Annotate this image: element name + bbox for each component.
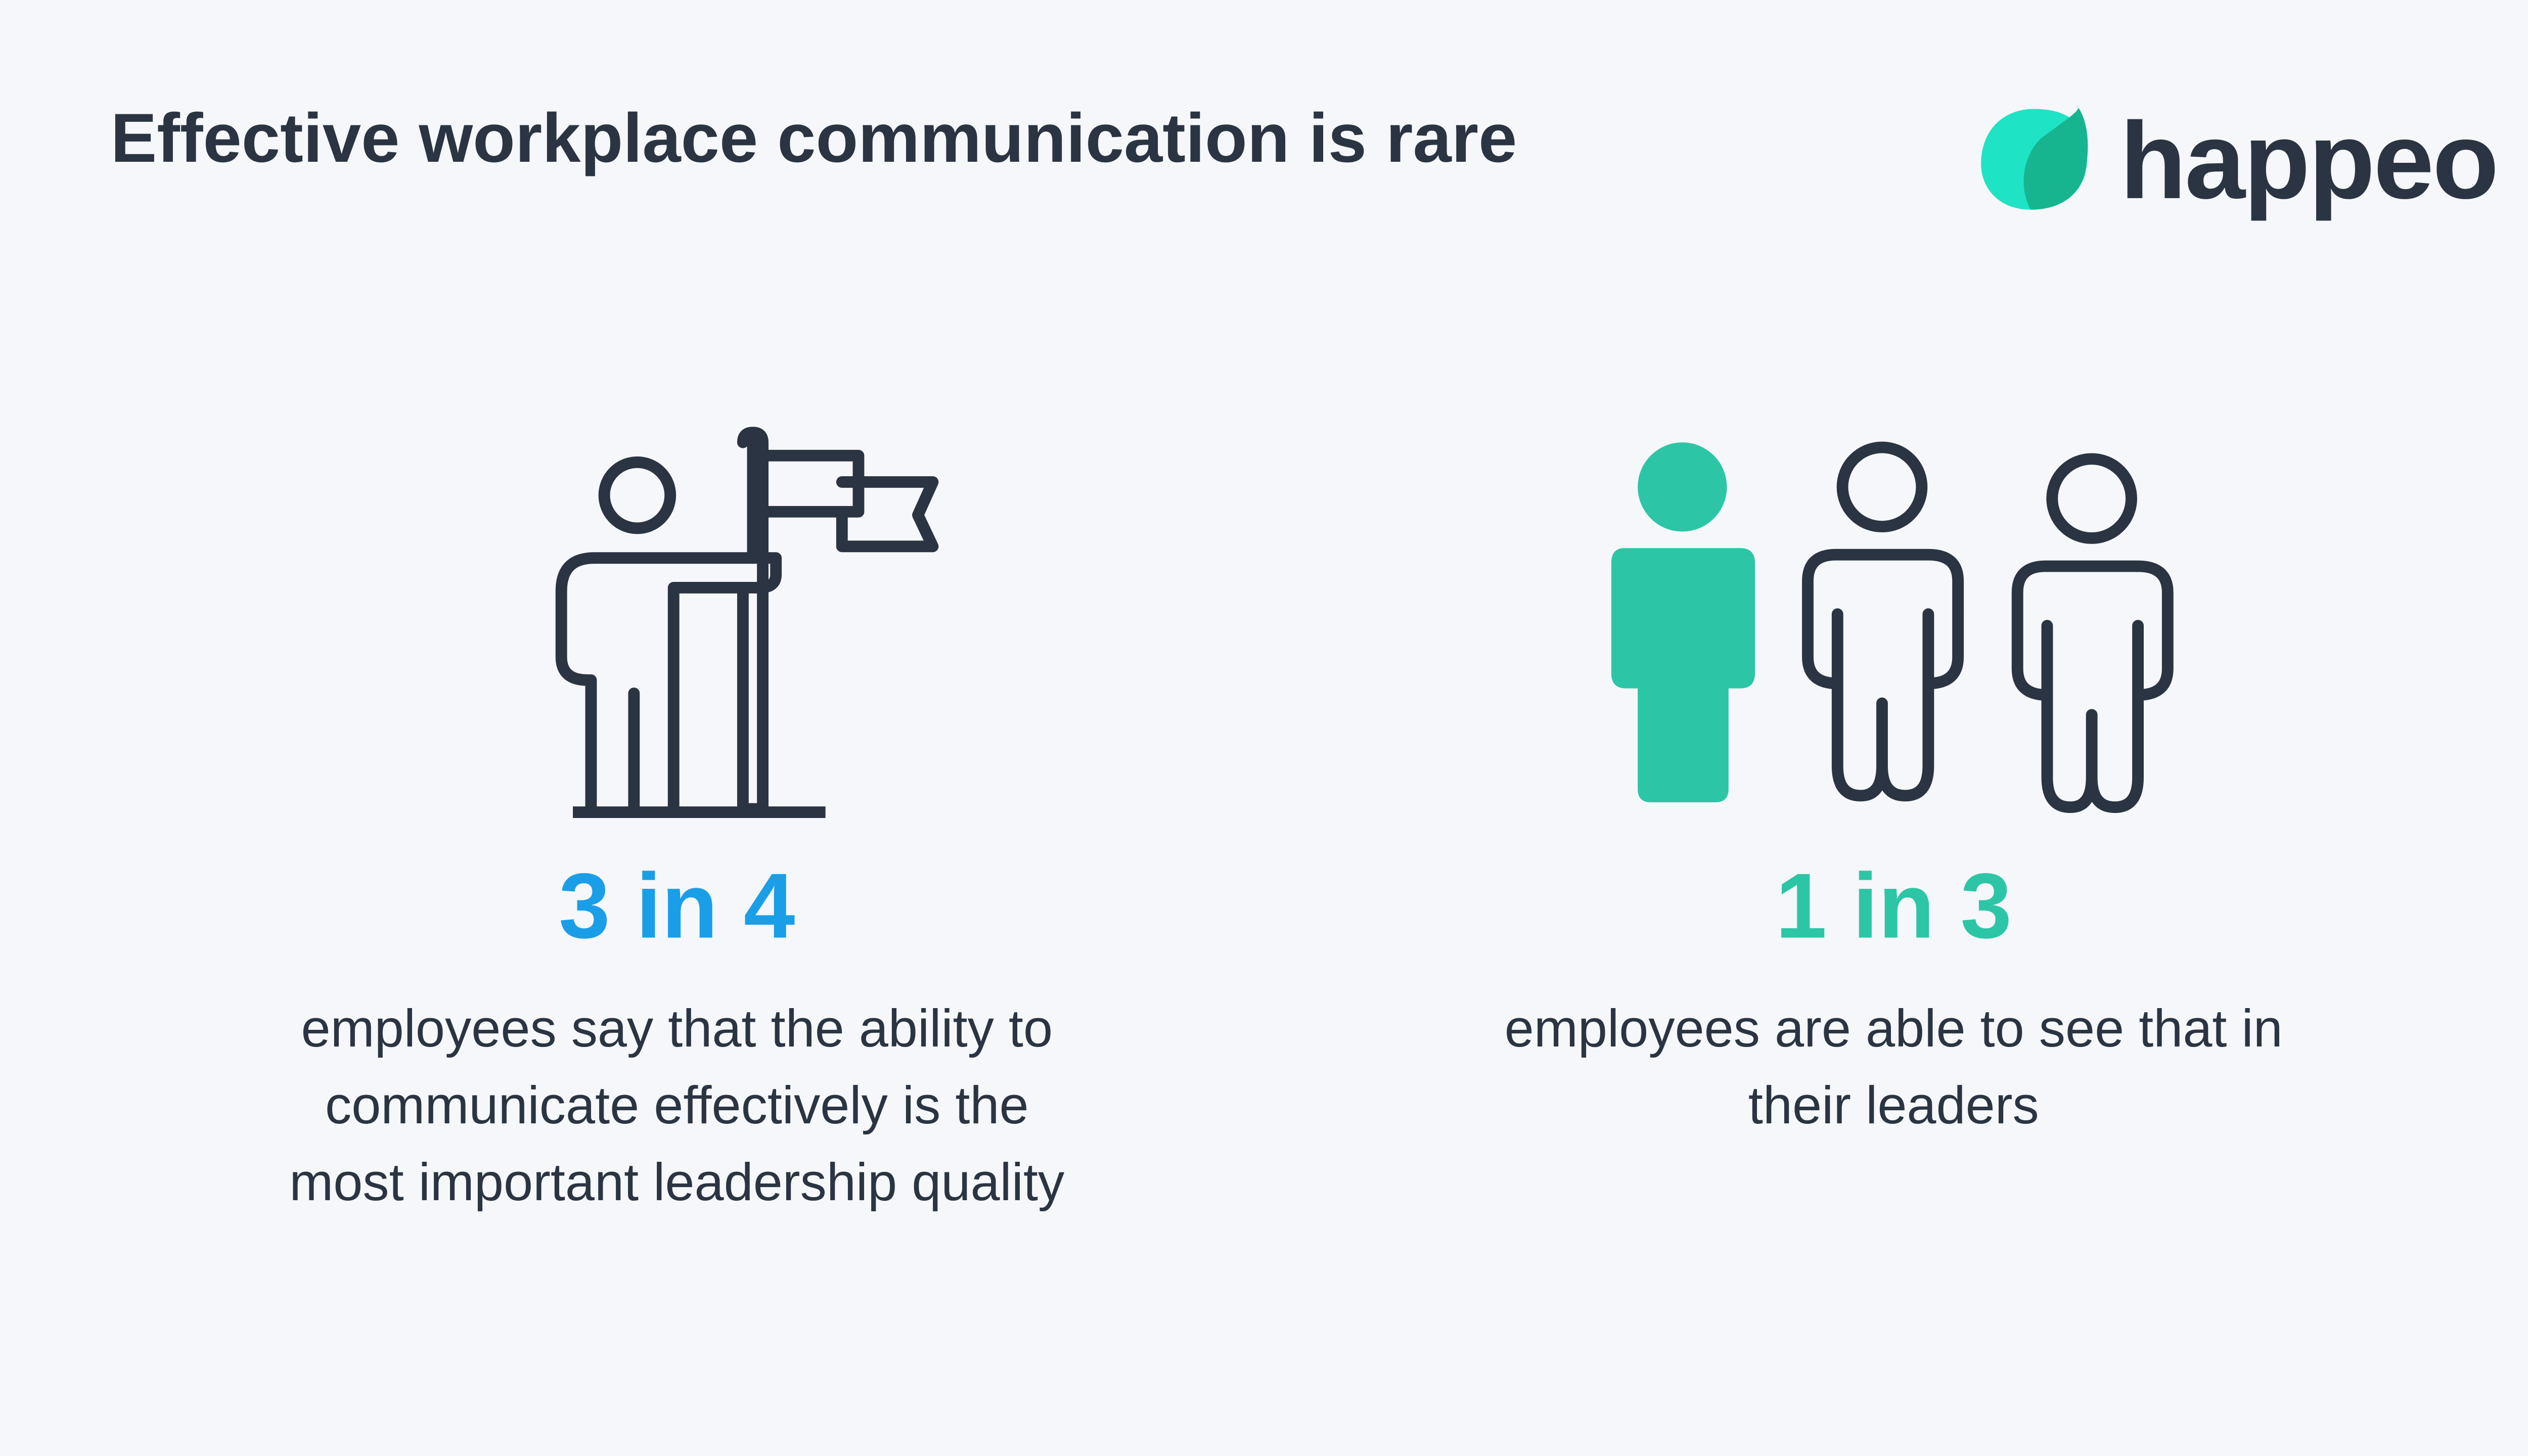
stat-description: employees say that the ability to [301,999,1053,1058]
stat-description: most important leadership quality [289,1153,1065,1212]
logo-icon [1981,105,2088,210]
stat-figure: 1 in 3 [1776,854,2012,958]
logo-text: happeo [2120,100,2498,221]
stat-description: their leaders [1748,1076,2039,1135]
stat-figure: 3 in 4 [559,854,795,958]
title: Effective workplace communication is rar… [111,100,1517,177]
stat-description: employees are able to see that in [1505,999,2283,1058]
leader-flag-icon [555,427,939,818]
stat-description: communicate effectively is the [325,1076,1029,1135]
people-icon [1611,441,2174,813]
